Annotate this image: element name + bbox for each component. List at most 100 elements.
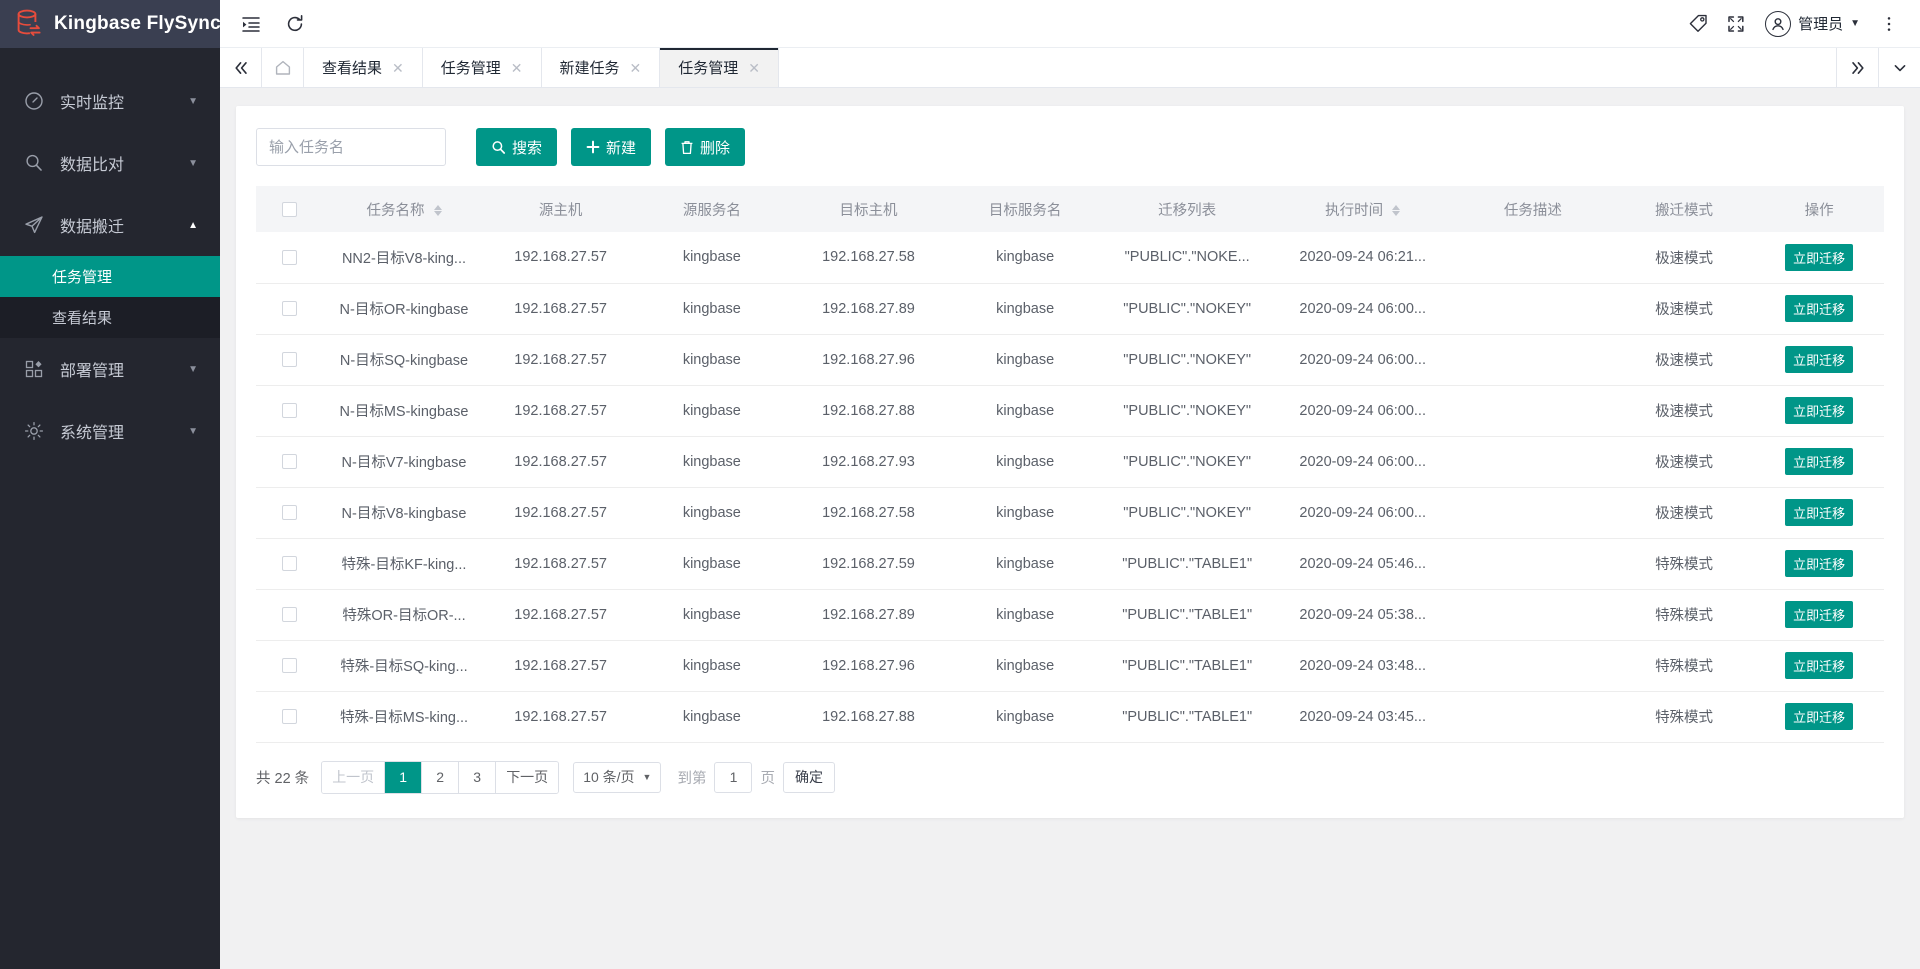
sidebar-item-task-management[interactable]: 任务管理	[0, 256, 220, 297]
table-row[interactable]: N-目标SQ-kingbase 192.168.27.57 kingbase 192.…	[256, 334, 1884, 386]
more-vertical-icon[interactable]	[1872, 7, 1906, 41]
tag-icon[interactable]	[1681, 7, 1715, 41]
pagination-confirm-button[interactable]: 确定	[782, 761, 835, 793]
close-icon[interactable]: ✕	[392, 59, 404, 76]
cell-action[interactable]: 立即迁移	[1754, 385, 1884, 437]
row-checkbox-cell[interactable]	[256, 334, 323, 386]
cell-src-host: 192.168.27.57	[485, 385, 637, 437]
table-toolbar: 搜索 新建 删除	[256, 128, 1884, 166]
delete-button[interactable]: 删除	[665, 128, 746, 166]
tab-dropdown-icon[interactable]	[1878, 48, 1920, 87]
row-checkbox-cell[interactable]	[256, 436, 323, 488]
tab-task-management-1[interactable]: 任务管理 ✕	[423, 48, 542, 87]
migrate-now-button[interactable]: 立即迁移	[1785, 550, 1854, 577]
sort-icon[interactable]	[433, 205, 442, 217]
migrate-now-button[interactable]: 立即迁移	[1785, 601, 1854, 628]
cell-src-service: kingbase	[636, 232, 788, 284]
pagination-jump-input[interactable]	[714, 761, 753, 793]
cell-action[interactable]: 立即迁移	[1754, 640, 1884, 692]
fullscreen-icon[interactable]	[1719, 7, 1753, 41]
pagination-prev[interactable]: 上一页	[322, 761, 386, 793]
row-checkbox[interactable]	[281, 352, 297, 368]
table-row[interactable]: 特殊-目标SQ-king... 192.168.27.57 kingbase 192.…	[256, 640, 1884, 692]
row-checkbox-cell[interactable]	[256, 589, 323, 641]
cell-action[interactable]: 立即迁移	[1754, 487, 1884, 539]
page-size-select[interactable]: 10 条/页 ▼	[573, 761, 662, 793]
pagination-next[interactable]: 下一页	[496, 761, 559, 793]
row-checkbox-cell[interactable]	[256, 487, 323, 539]
table-row[interactable]: 特殊-目标KF-king... 192.168.27.57 kingbase 192.…	[256, 538, 1884, 590]
close-icon[interactable]: ✕	[748, 59, 760, 76]
home-icon[interactable]	[262, 48, 304, 87]
pagination-page-3[interactable]: 3	[459, 761, 497, 793]
cell-action[interactable]: 立即迁移	[1754, 283, 1884, 335]
migrate-now-button[interactable]: 立即迁移	[1785, 295, 1854, 322]
cell-action[interactable]: 立即迁移	[1754, 691, 1884, 743]
row-checkbox[interactable]	[281, 403, 297, 419]
table-row[interactable]: 特殊-目标MS-king... 192.168.27.57 kingbase 192.…	[256, 691, 1884, 743]
row-checkbox[interactable]	[281, 658, 297, 674]
sidebar-item-view-results[interactable]: 查看结果	[0, 297, 220, 338]
table-row[interactable]: N-目标MS-kingbase 192.168.27.57 kingbase 192.…	[256, 385, 1884, 437]
column-header-name[interactable]: 任务名称	[322, 186, 485, 232]
row-checkbox-cell[interactable]	[256, 691, 323, 743]
cell-src-host: 192.168.27.57	[485, 538, 637, 590]
migrate-now-button[interactable]: 立即迁移	[1785, 499, 1854, 526]
close-icon[interactable]: ✕	[629, 59, 642, 76]
close-icon[interactable]: ✕	[510, 59, 523, 76]
migrate-now-button[interactable]: 立即迁移	[1785, 243, 1854, 271]
row-checkbox[interactable]	[281, 607, 297, 623]
refresh-icon[interactable]	[278, 7, 312, 41]
row-checkbox[interactable]	[281, 505, 297, 521]
sidebar-item-realtime-monitor[interactable]: 实时监控 ▼	[0, 70, 220, 132]
row-checkbox-cell[interactable]	[256, 538, 323, 590]
row-checkbox-cell[interactable]	[256, 640, 323, 692]
sort-icon[interactable]	[1392, 205, 1401, 217]
table-row[interactable]: N-目标V8-kingbase 192.168.27.57 kingbase 192.…	[256, 487, 1884, 539]
cell-action[interactable]: 立即迁移	[1754, 538, 1884, 590]
row-checkbox-cell[interactable]	[256, 385, 323, 437]
tab-view-results[interactable]: 查看结果 ✕	[304, 48, 423, 87]
migrate-now-button[interactable]: 立即迁移	[1785, 346, 1854, 373]
tab-new-task[interactable]: 新建任务 ✕	[542, 48, 661, 87]
user-name-label: 管理员	[1798, 16, 1844, 33]
migrate-now-button[interactable]: 立即迁移	[1785, 397, 1854, 424]
user-menu[interactable]: 管理员 ▼	[1757, 10, 1868, 37]
row-checkbox[interactable]	[281, 454, 297, 470]
sidebar-item-data-compare[interactable]: 数据比对 ▼	[0, 132, 220, 194]
table-row[interactable]: 特殊OR-目标OR-... 192.168.27.57 kingbase 192.16…	[256, 589, 1884, 641]
migrate-now-button[interactable]: 立即迁移	[1785, 652, 1854, 679]
menu-indent-icon[interactable]	[234, 7, 268, 41]
cell-action[interactable]: 立即迁移	[1754, 334, 1884, 386]
cell-action[interactable]: 立即迁移	[1754, 436, 1884, 488]
search-button[interactable]: 搜索	[476, 128, 558, 166]
pagination-page-1[interactable]: 1	[385, 761, 423, 793]
double-chevron-right-icon[interactable]	[1836, 48, 1878, 87]
sidebar-item-deploy-management[interactable]: 部署管理 ▼	[0, 338, 220, 400]
double-chevron-left-icon[interactable]	[220, 48, 262, 87]
column-header-exec-time[interactable]: 执行时间	[1273, 186, 1452, 232]
table-row[interactable]: N-目标V7-kingbase 192.168.27.57 kingbase 192.…	[256, 436, 1884, 488]
new-button[interactable]: 新建	[571, 128, 652, 166]
table-row[interactable]: N-目标OR-kingbase 192.168.27.57 kingbase 192.…	[256, 283, 1884, 335]
row-checkbox[interactable]	[281, 709, 297, 725]
cell-action[interactable]: 立即迁移	[1754, 589, 1884, 641]
search-input[interactable]	[256, 128, 446, 166]
cell-dst-host: 192.168.27.58	[787, 232, 950, 284]
tab-task-management-active[interactable]: 任务管理 ✕	[660, 48, 779, 87]
table-row[interactable]: NN2-目标V8-king... 192.168.27.57 kingbase 192…	[256, 232, 1884, 284]
cell-action[interactable]: 立即迁移	[1754, 232, 1884, 284]
migrate-now-button[interactable]: 立即迁移	[1785, 703, 1854, 730]
row-checkbox-cell[interactable]	[256, 232, 323, 284]
row-checkbox[interactable]	[281, 249, 297, 265]
row-checkbox[interactable]	[281, 556, 297, 572]
select-all-checkbox[interactable]	[281, 201, 297, 217]
migrate-now-button[interactable]: 立即迁移	[1785, 448, 1854, 475]
sidebar-nav: 实时监控 ▼ 数据比对 ▼ 数据搬迁 ▲ 任务管理	[0, 48, 220, 462]
sidebar-item-data-migration[interactable]: 数据搬迁 ▲	[0, 194, 220, 256]
sidebar-item-system-management[interactable]: 系统管理 ▼	[0, 400, 220, 462]
pagination-page-2[interactable]: 2	[422, 761, 460, 793]
row-checkbox-cell[interactable]	[256, 283, 323, 335]
plus-icon	[586, 140, 600, 154]
row-checkbox[interactable]	[281, 301, 297, 317]
